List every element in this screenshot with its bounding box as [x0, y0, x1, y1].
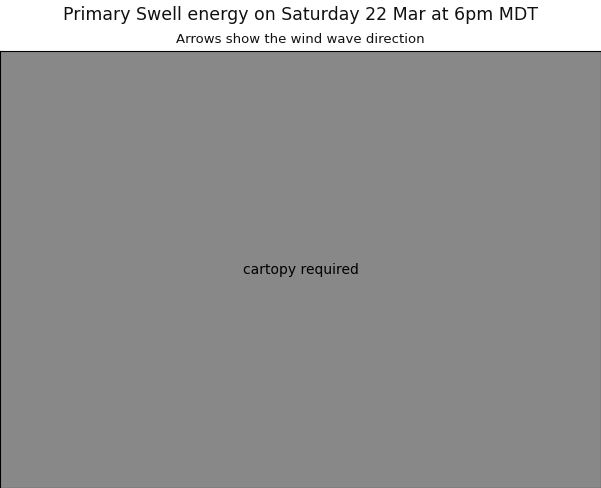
Text: Arrows show the wind wave direction: Arrows show the wind wave direction [176, 34, 425, 46]
Text: Primary Swell energy on Saturday 22 Mar at 6pm MDT: Primary Swell energy on Saturday 22 Mar … [63, 6, 538, 24]
Text: cartopy required: cartopy required [243, 263, 358, 277]
